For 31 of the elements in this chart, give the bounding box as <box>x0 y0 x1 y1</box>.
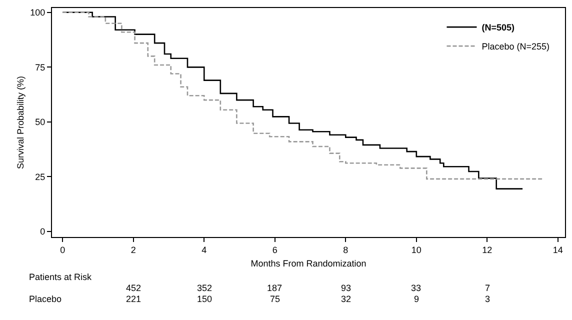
text: 3 <box>485 294 490 304</box>
x-tick-label: 12 <box>482 244 492 255</box>
x-tick-label: 8 <box>343 244 348 255</box>
text: 93 <box>341 283 352 293</box>
x-tick-label: 10 <box>411 244 422 255</box>
text: 150 <box>197 294 212 304</box>
y-tick-label: 50 <box>35 117 46 128</box>
y-tick-label: 0 <box>40 226 46 237</box>
x-axis-title: Months From Randomization <box>250 258 366 269</box>
x-tick-label: 4 <box>202 244 207 255</box>
text: Placebo <box>29 294 62 304</box>
text: 221 <box>126 294 142 304</box>
text: 33 <box>411 283 422 293</box>
legend-label: Placebo (N=255) <box>482 42 550 52</box>
x-tick-label: 0 <box>60 244 66 255</box>
y-tick-label: 25 <box>35 172 46 182</box>
legend-label: (N=505) <box>482 22 515 33</box>
x-tick-label: 14 <box>552 244 563 255</box>
text: 32 <box>341 294 352 304</box>
x-tick-label: 2 <box>130 244 136 255</box>
text: 75 <box>270 294 280 304</box>
y-axis-title: Survival Probability (%) <box>16 76 26 170</box>
text: 352 <box>197 283 212 293</box>
text: 7 <box>485 283 490 293</box>
text: 452 <box>126 283 142 293</box>
y-tick-label: 100 <box>30 8 46 18</box>
x-tick-label: 6 <box>272 244 278 255</box>
text: 187 <box>267 283 282 293</box>
text: Patients at Risk <box>29 272 92 282</box>
y-tick-label: 75 <box>35 62 46 72</box>
text: 9 <box>414 294 420 304</box>
